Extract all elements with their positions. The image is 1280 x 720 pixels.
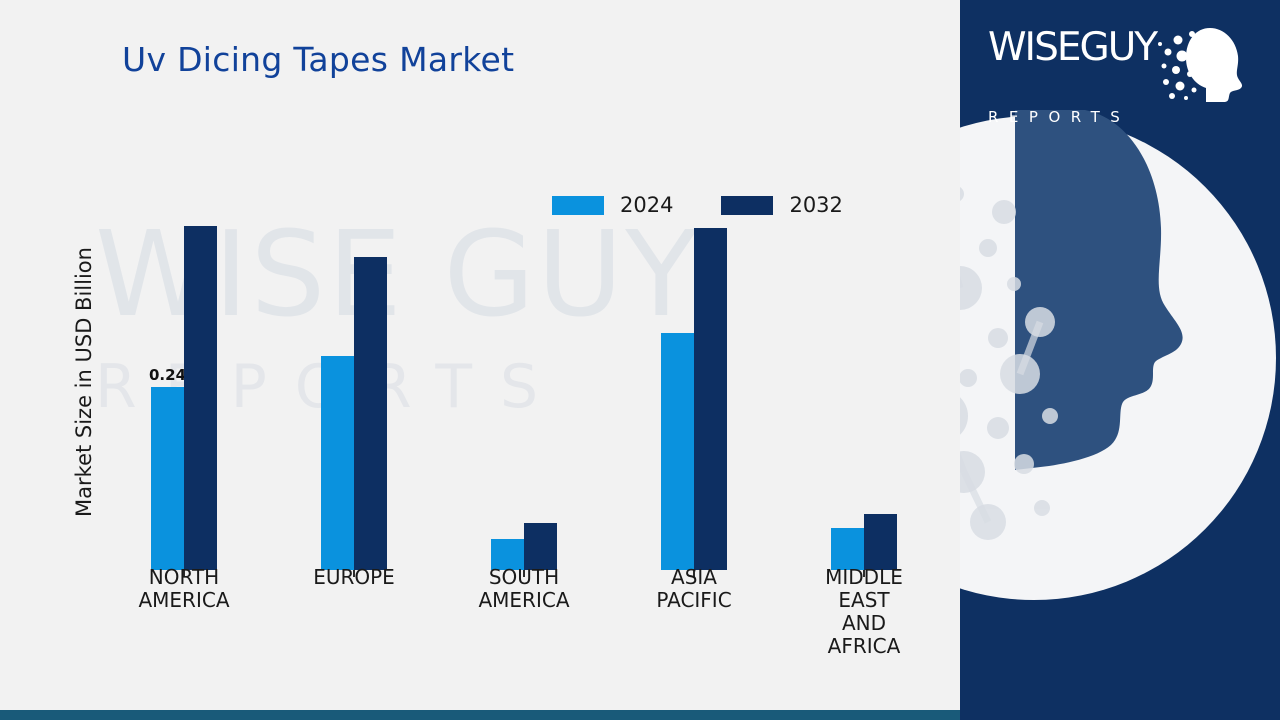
legend-item-2024[interactable]: 2024	[552, 193, 673, 217]
x-axis-label: SOUTH AMERICA	[478, 565, 570, 612]
legend-label: 2032	[789, 193, 843, 217]
legend-item-2032[interactable]: 2032	[721, 193, 843, 217]
legend-label: 2024	[620, 193, 674, 217]
branding-panel: WISE GUY REPORTS	[960, 0, 1280, 720]
logo-head-icon	[1158, 28, 1243, 102]
x-axis-label: MIDDLE EAST AND AFRICA	[825, 565, 903, 658]
bar-2024[interactable]	[831, 528, 864, 570]
bar-group: 0.24	[144, 188, 224, 577]
bar-2032[interactable]	[694, 228, 727, 570]
bar-2032[interactable]	[864, 514, 897, 570]
logo-word-guy: GUY	[1079, 25, 1158, 70]
x-axis-tick	[693, 570, 695, 577]
x-axis-tick	[523, 570, 525, 577]
logo-subtitle: REPORTS	[988, 108, 1131, 126]
x-axis-label: EUROPE	[313, 565, 395, 589]
bar-value-label: 0.24	[148, 366, 187, 384]
bar-2024[interactable]	[661, 333, 694, 570]
x-axis-label: NORTH AMERICA	[138, 565, 230, 612]
bar-group	[824, 188, 904, 577]
head-profile-silhouette	[1015, 110, 1183, 470]
legend-swatch-2024	[552, 195, 604, 215]
bar-2024[interactable]	[321, 356, 354, 570]
bottom-accent-bar	[0, 710, 960, 720]
bar-2032[interactable]	[524, 523, 557, 570]
chart-title: Uv Dicing Tapes Market	[122, 40, 515, 79]
plot-area: 0.24	[100, 180, 930, 577]
x-axis-tick	[353, 570, 355, 577]
x-axis-tick	[863, 570, 865, 577]
chart-legend: 2024 2032	[552, 193, 843, 217]
bar-group	[484, 188, 564, 577]
wiseguy-reports-logo: WISE GUY REPORTS	[988, 28, 1260, 126]
y-axis-label: Market Size in USD Billion	[72, 247, 96, 517]
x-axis-tick	[183, 570, 185, 577]
bar-2024[interactable]: 0.24	[149, 366, 186, 570]
bar-2024[interactable]	[491, 539, 524, 570]
bar-group	[314, 188, 394, 577]
bar-group	[654, 188, 734, 577]
molecule-dots-decoration	[960, 187, 1058, 540]
x-axis-label: ASIA PACIFIC	[656, 565, 732, 612]
logo-word-wise: WISE	[988, 25, 1081, 70]
legend-swatch-2032	[721, 195, 774, 215]
bar-2032[interactable]	[184, 226, 217, 570]
bar-2032[interactable]	[354, 257, 387, 570]
